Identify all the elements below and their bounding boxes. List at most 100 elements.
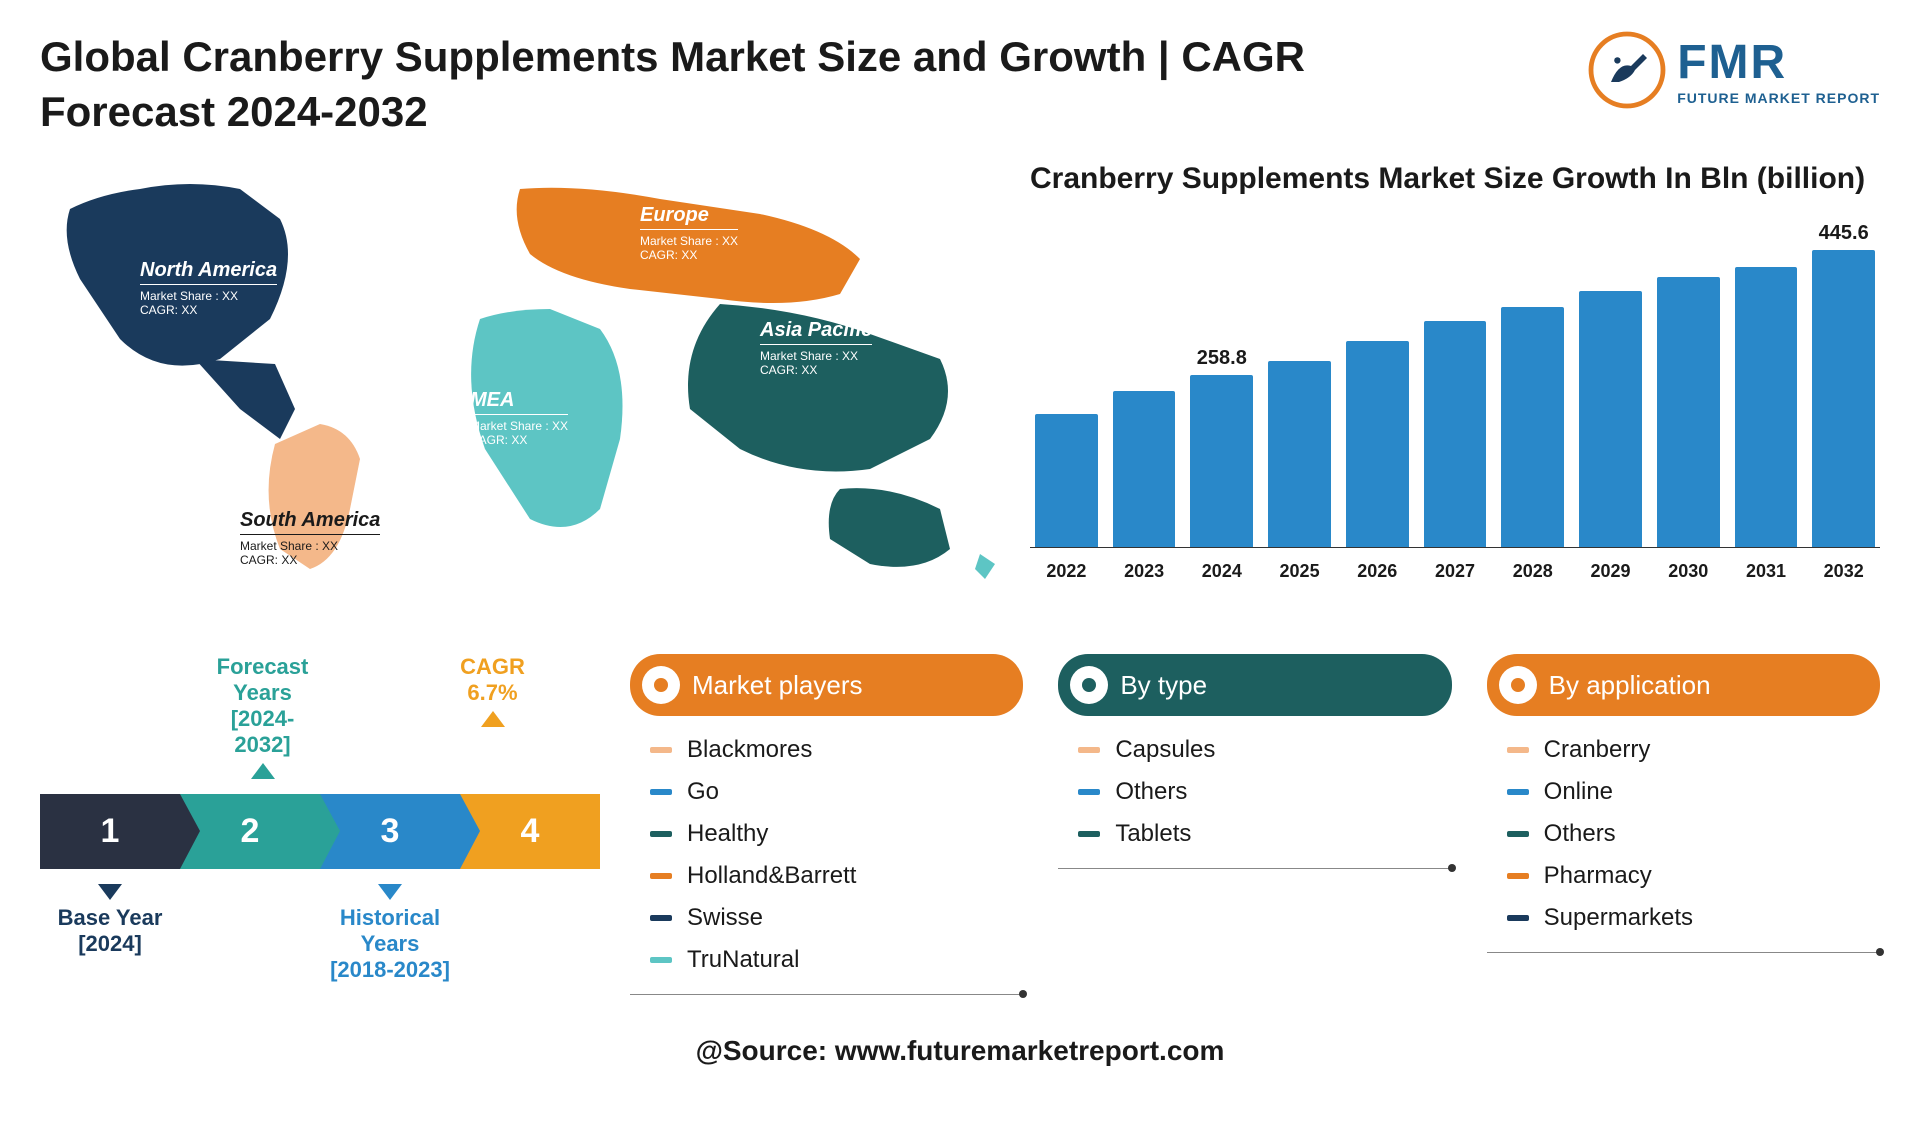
list-item: Online [1507, 778, 1880, 806]
list-item: Swisse [650, 904, 1023, 932]
header: Global Cranberry Supplements Market Size… [40, 30, 1880, 139]
item-label: Cranberry [1544, 736, 1651, 764]
bar-item: 445.62032 [1812, 250, 1875, 547]
timeline-label: Historical Years[2018-2023] [320, 879, 460, 983]
timeline-bottom-labels: Base Year[2024] Historical Years[2018-202… [40, 879, 600, 983]
bar-item: 2025 [1268, 361, 1331, 548]
logo: FMR FUTURE MARKET REPORT [1587, 30, 1880, 110]
logo-main: FMR [1677, 35, 1880, 90]
bar [1735, 267, 1798, 547]
item-marker-icon [1507, 747, 1529, 753]
category-title: By application [1549, 670, 1711, 701]
bar-item: 2028 [1501, 307, 1564, 547]
category-section: Market players Blackmores Go Healthy Hollan… [630, 654, 1880, 995]
category-header: By type [1058, 654, 1451, 716]
list-item: Go [650, 778, 1023, 806]
region-label-asia-pacific: Asia PacificMarket Share : XXCAGR: XX [760, 319, 872, 377]
item-label: Capsules [1115, 736, 1215, 764]
item-marker-icon [650, 915, 672, 921]
timeline-segment: 1 [40, 794, 180, 869]
list-item: Blackmores [650, 736, 1023, 764]
item-label: TruNatural [687, 946, 799, 974]
bar-item: 2031 [1735, 267, 1798, 547]
timeline-top-labels: Forecast Years[2024-2032]CAGR6.7% [40, 654, 600, 784]
timeline-segment: 3 [320, 794, 460, 869]
bar-label: 2030 [1668, 561, 1708, 582]
logo-icon [1587, 30, 1667, 110]
bar-label: 2022 [1046, 561, 1086, 582]
item-marker-icon [1507, 873, 1529, 879]
footer-line [1487, 952, 1880, 953]
category-title: By type [1120, 670, 1207, 701]
bar-item: 2027 [1424, 321, 1487, 548]
logo-text: FMR FUTURE MARKET REPORT [1677, 35, 1880, 106]
item-label: Online [1544, 778, 1613, 806]
category-header: By application [1487, 654, 1880, 716]
timeline-segment: 4 [460, 794, 600, 869]
region-label-mea: MEAMarket Share : XXCAGR: XX [470, 389, 568, 447]
timeline-label: Base Year[2024] [40, 879, 180, 983]
item-marker-icon [650, 831, 672, 837]
item-label: Tablets [1115, 820, 1191, 848]
list-item: Capsules [1078, 736, 1451, 764]
category-column: Market players Blackmores Go Healthy Hollan… [630, 654, 1023, 995]
category-title: Market players [692, 670, 863, 701]
page-title: Global Cranberry Supplements Market Size… [40, 30, 1490, 139]
item-marker-icon [1078, 747, 1100, 753]
bar-label: 2027 [1435, 561, 1475, 582]
list-item: Others [1507, 820, 1880, 848]
region-label-south-america: South AmericaMarket Share : XXCAGR: XX [240, 509, 380, 567]
item-marker-icon [1078, 831, 1100, 837]
category-column: By application CranberryOnlineOthersPhar… [1487, 654, 1880, 995]
item-label: Go [687, 778, 719, 806]
list-item: Cranberry [1507, 736, 1880, 764]
source-text: @Source: www.futuremarketreport.com [40, 1035, 1880, 1067]
bar-label: 2031 [1746, 561, 1786, 582]
item-marker-icon [650, 873, 672, 879]
bar [1501, 307, 1564, 547]
list-item: Tablets [1078, 820, 1451, 848]
bar-item: 2022 [1035, 414, 1098, 547]
region-label-north-america: North AmericaMarket Share : XXCAGR: XX [140, 259, 277, 317]
list-item: Others [1078, 778, 1451, 806]
bottom-section: Forecast Years[2024-2032]CAGR6.7% 1234 B… [40, 654, 1880, 995]
item-marker-icon [650, 747, 672, 753]
item-marker-icon [1507, 789, 1529, 795]
bar-item: 2023 [1113, 391, 1176, 548]
item-label: Others [1115, 778, 1187, 806]
chart-title: Cranberry Supplements Market Size Growth… [1030, 159, 1880, 198]
bar-item: 2029 [1579, 291, 1642, 548]
dot-icon [642, 666, 680, 704]
category-list: CranberryOnlineOthersPharmacySupermarket… [1487, 736, 1880, 932]
timeline-bar: 1234 [40, 794, 600, 869]
bar-label: 2026 [1357, 561, 1397, 582]
timeline-segment: 2 [180, 794, 320, 869]
bar [1657, 277, 1720, 547]
category-list: Blackmores Go Healthy Holland&Barrett Swisse… [630, 736, 1023, 974]
bar-label: 2032 [1824, 561, 1864, 582]
bar-item: 2026 [1346, 341, 1409, 548]
dot-icon [1070, 666, 1108, 704]
content-row: North AmericaMarket Share : XXCAGR: XX So… [40, 159, 1880, 584]
bar-label: 2029 [1590, 561, 1630, 582]
list-item: Healthy [650, 820, 1023, 848]
bar [1190, 375, 1253, 548]
item-label: Blackmores [687, 736, 812, 764]
item-label: Swisse [687, 904, 763, 932]
bar-label: 2023 [1124, 561, 1164, 582]
timeline-label: Forecast Years[2024-2032] [205, 654, 320, 784]
bar-label: 2025 [1280, 561, 1320, 582]
region-label-europe: EuropeMarket Share : XXCAGR: XX [640, 204, 738, 262]
timeline-section: Forecast Years[2024-2032]CAGR6.7% 1234 B… [40, 654, 600, 995]
bar-item: 258.82024 [1190, 375, 1253, 548]
item-label: Supermarkets [1544, 904, 1693, 932]
bar [1035, 414, 1098, 547]
list-item: Holland&Barrett [650, 862, 1023, 890]
bar-label: 2028 [1513, 561, 1553, 582]
bar [1579, 291, 1642, 548]
item-label: Holland&Barrett [687, 862, 856, 890]
item-label: Healthy [687, 820, 768, 848]
bar [1113, 391, 1176, 548]
dot-icon [1499, 666, 1537, 704]
category-header: Market players [630, 654, 1023, 716]
